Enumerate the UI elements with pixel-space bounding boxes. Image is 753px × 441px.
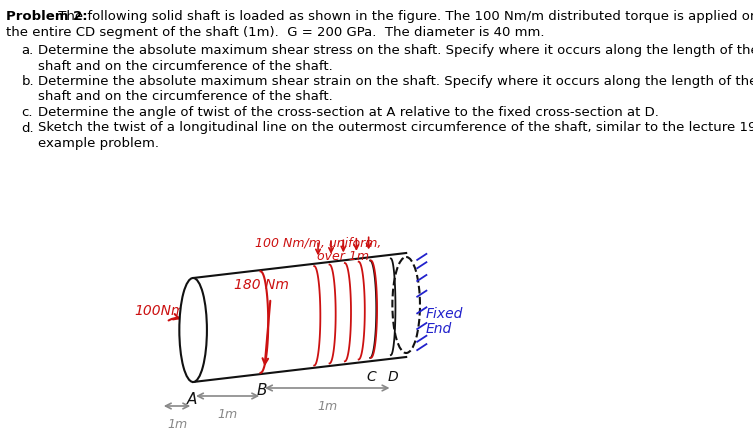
Ellipse shape: [179, 278, 207, 382]
Text: A: A: [187, 392, 197, 407]
Text: 1m: 1m: [317, 400, 337, 413]
Text: 100Nm: 100Nm: [134, 304, 184, 318]
Text: d.: d.: [21, 122, 34, 135]
Text: over 1m: over 1m: [317, 250, 369, 263]
Text: shaft and on the circumference of the shaft.: shaft and on the circumference of the sh…: [38, 60, 333, 72]
Text: C: C: [366, 370, 376, 384]
Text: b.: b.: [21, 75, 34, 88]
Text: 1m: 1m: [218, 408, 238, 421]
Text: Determine the absolute maximum shear strain on the shaft. Specify where it occur: Determine the absolute maximum shear str…: [38, 75, 753, 88]
Text: 100 Nm/m, uniform,: 100 Nm/m, uniform,: [255, 236, 381, 249]
Text: the entire CD segment of the shaft (1m).  G = 200 GPa.  The diameter is 40 mm.: the entire CD segment of the shaft (1m).…: [6, 26, 544, 39]
Text: a.: a.: [21, 44, 34, 57]
Text: 1m: 1m: [167, 418, 187, 431]
Text: End: End: [425, 322, 452, 336]
Text: Determine the angle of twist of the cross-section at A relative to the fixed cro: Determine the angle of twist of the cros…: [38, 106, 659, 119]
Text: shaft and on the circumference of the shaft.: shaft and on the circumference of the sh…: [38, 90, 333, 104]
Text: Sketch the twist of a longitudinal line on the outermost circumference of the sh: Sketch the twist of a longitudinal line …: [38, 122, 753, 135]
Text: 180 Nm: 180 Nm: [233, 278, 288, 292]
Text: B: B: [257, 383, 267, 398]
Text: Determine the absolute maximum shear stress on the shaft. Specify where it occur: Determine the absolute maximum shear str…: [38, 44, 753, 57]
Text: example problem.: example problem.: [38, 137, 160, 150]
Text: D: D: [388, 370, 398, 384]
Text: The following solid shaft is loaded as shown in the figure. The 100 Nm/m distrib: The following solid shaft is loaded as s…: [53, 10, 753, 23]
Text: c.: c.: [21, 106, 33, 119]
Text: Problem 2:: Problem 2:: [6, 10, 88, 23]
Text: Fixed: Fixed: [425, 307, 462, 321]
